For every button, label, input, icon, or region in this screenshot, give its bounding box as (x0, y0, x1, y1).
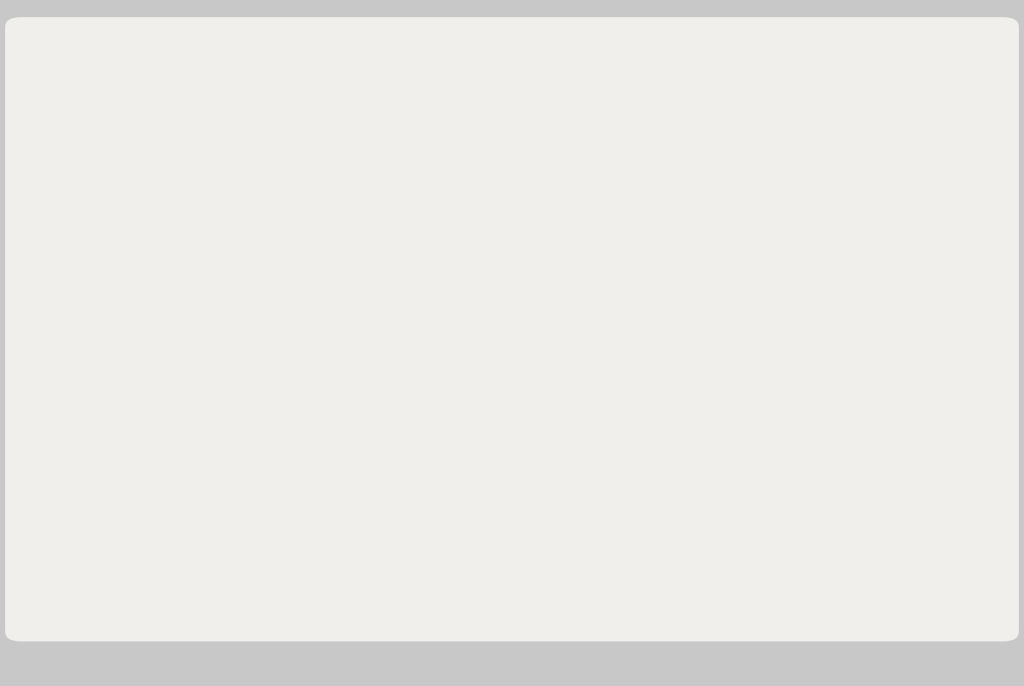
Text: $\mathregular{CH_2}$: $\mathregular{CH_2}$ (637, 181, 687, 210)
Text: 1: 1 (577, 230, 589, 250)
Text: $\mathregular{CH_3}$: $\mathregular{CH_3}$ (740, 181, 792, 210)
Text: monochlorination   of: monochlorination of (41, 193, 324, 219)
Text: $-$: $-$ (620, 182, 641, 209)
Text: (3)  5: (3) 5 (92, 484, 171, 511)
Text: (4)  6: (4) 6 (512, 484, 590, 511)
Text: be: be (92, 330, 125, 356)
Text: 4: 4 (758, 230, 770, 250)
Text: 2: 2 (571, 263, 584, 283)
Text: $-$: $-$ (551, 182, 572, 209)
Text: $\mathregular{CH}$: $\mathregular{CH}$ (568, 182, 606, 209)
Text: $-$: $-$ (724, 182, 745, 209)
Text: 1: 1 (476, 230, 488, 250)
Text: $\mathregular{CH_3}$: $\mathregular{CH_3}$ (582, 260, 633, 289)
Text: $\mathregular{CH_3}$: $\mathregular{CH_3}$ (466, 181, 517, 210)
Text: will: will (835, 182, 879, 209)
Text: (1)  3: (1) 3 (92, 408, 171, 436)
Text: 61.  Total    number    of    isomers    obtained    on: 61. Total number of isomers obtained on (41, 110, 712, 137)
Text: 3: 3 (664, 230, 676, 250)
Text: (2)  4: (2) 4 (512, 408, 590, 436)
